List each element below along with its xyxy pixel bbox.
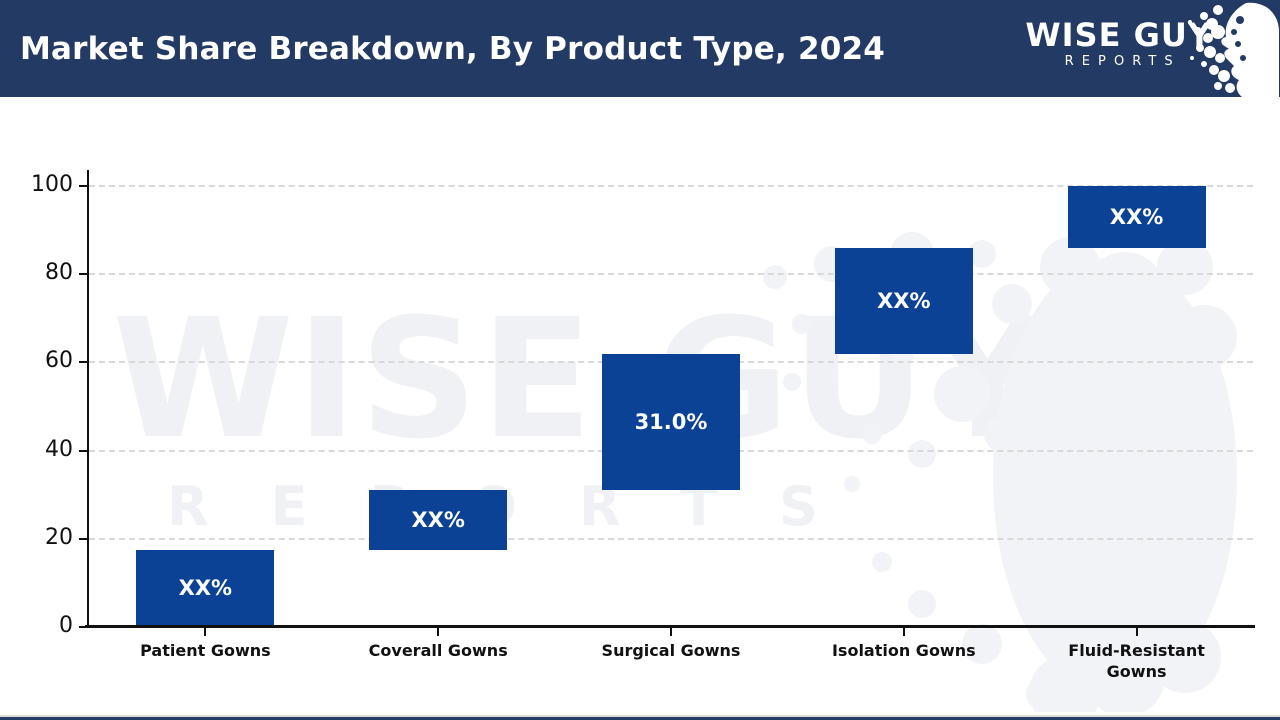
x-tick-mark-4 <box>1135 628 1138 636</box>
x-category-label: Fluid-Resistant Gowns <box>1068 641 1205 681</box>
gridline-20 <box>89 537 1253 540</box>
bar-surgical-gowns: 31.0% <box>602 353 740 491</box>
x-tick-mark-0 <box>204 628 207 636</box>
chart-area: WISE GUY REPORTS <box>0 97 1280 717</box>
plot-area: 0 20 40 60 80 100 XX% Patient Gowns XX% Coverall … <box>31 170 1255 681</box>
x-tick-mark-2 <box>670 628 672 636</box>
y-tick-label-0: 0 <box>59 613 73 638</box>
bar-patient-gowns: XX% <box>136 549 275 627</box>
y-tick-label-60: 60 <box>45 348 73 374</box>
x-tick-mark-1 <box>437 628 440 636</box>
gridline-100 <box>89 185 1253 187</box>
logo-name: WISE GUY <box>1025 16 1212 54</box>
watermark-head-dots <box>763 232 1237 712</box>
y-axis-spine <box>87 170 89 627</box>
y-tick-label-100: 100 <box>31 172 73 197</box>
x-category-label: Surgical Gowns <box>601 641 741 660</box>
header-banner: Market Share Breakdown, By Product Type,… <box>0 0 1280 97</box>
logo-text: WISE GUY REPORTS <box>1025 18 1212 69</box>
bar-value-label: XX% <box>1109 204 1164 229</box>
y-tick-label-80: 80 <box>45 260 73 286</box>
x-tick-mark-3 <box>902 628 905 636</box>
bar-isolation-gowns: XX% <box>834 247 973 354</box>
wise-guy-reports-logo: WISE GUY REPORTS <box>1025 0 1280 97</box>
x-category-label: Patient Gowns <box>140 641 271 660</box>
y-tick-label-40: 40 <box>45 436 73 462</box>
y-tick-mark-60 <box>79 361 87 364</box>
y-tick-mark-0 <box>79 626 87 628</box>
y-tick-label-20: 20 <box>45 524 73 550</box>
bar-fluid-resistant-gowns: XX% <box>1067 186 1206 248</box>
x-axis-spine <box>85 625 1255 628</box>
y-tick-mark-80 <box>79 273 87 276</box>
logo-head-icon <box>1188 2 1279 97</box>
bar-value-label: XX% <box>411 508 465 533</box>
x-category-label: Isolation Gowns <box>831 641 976 660</box>
bar-coverall-gowns: XX% <box>369 490 508 550</box>
logo-subtitle: REPORTS <box>1064 54 1181 69</box>
y-tick-mark-40 <box>79 449 87 452</box>
bar-value-label: XX% <box>178 576 233 601</box>
footer-strip <box>0 715 1280 720</box>
gridline-80 <box>89 273 1253 276</box>
chart-title: Market Share Breakdown, By Product Type,… <box>20 30 886 67</box>
x-category-label: Coverall Gowns <box>368 641 508 660</box>
bar-value-label: XX% <box>877 288 931 313</box>
y-tick-mark-20 <box>79 537 87 540</box>
bar-value-label: 31.0% <box>634 409 708 434</box>
y-tick-mark-100 <box>79 185 87 187</box>
